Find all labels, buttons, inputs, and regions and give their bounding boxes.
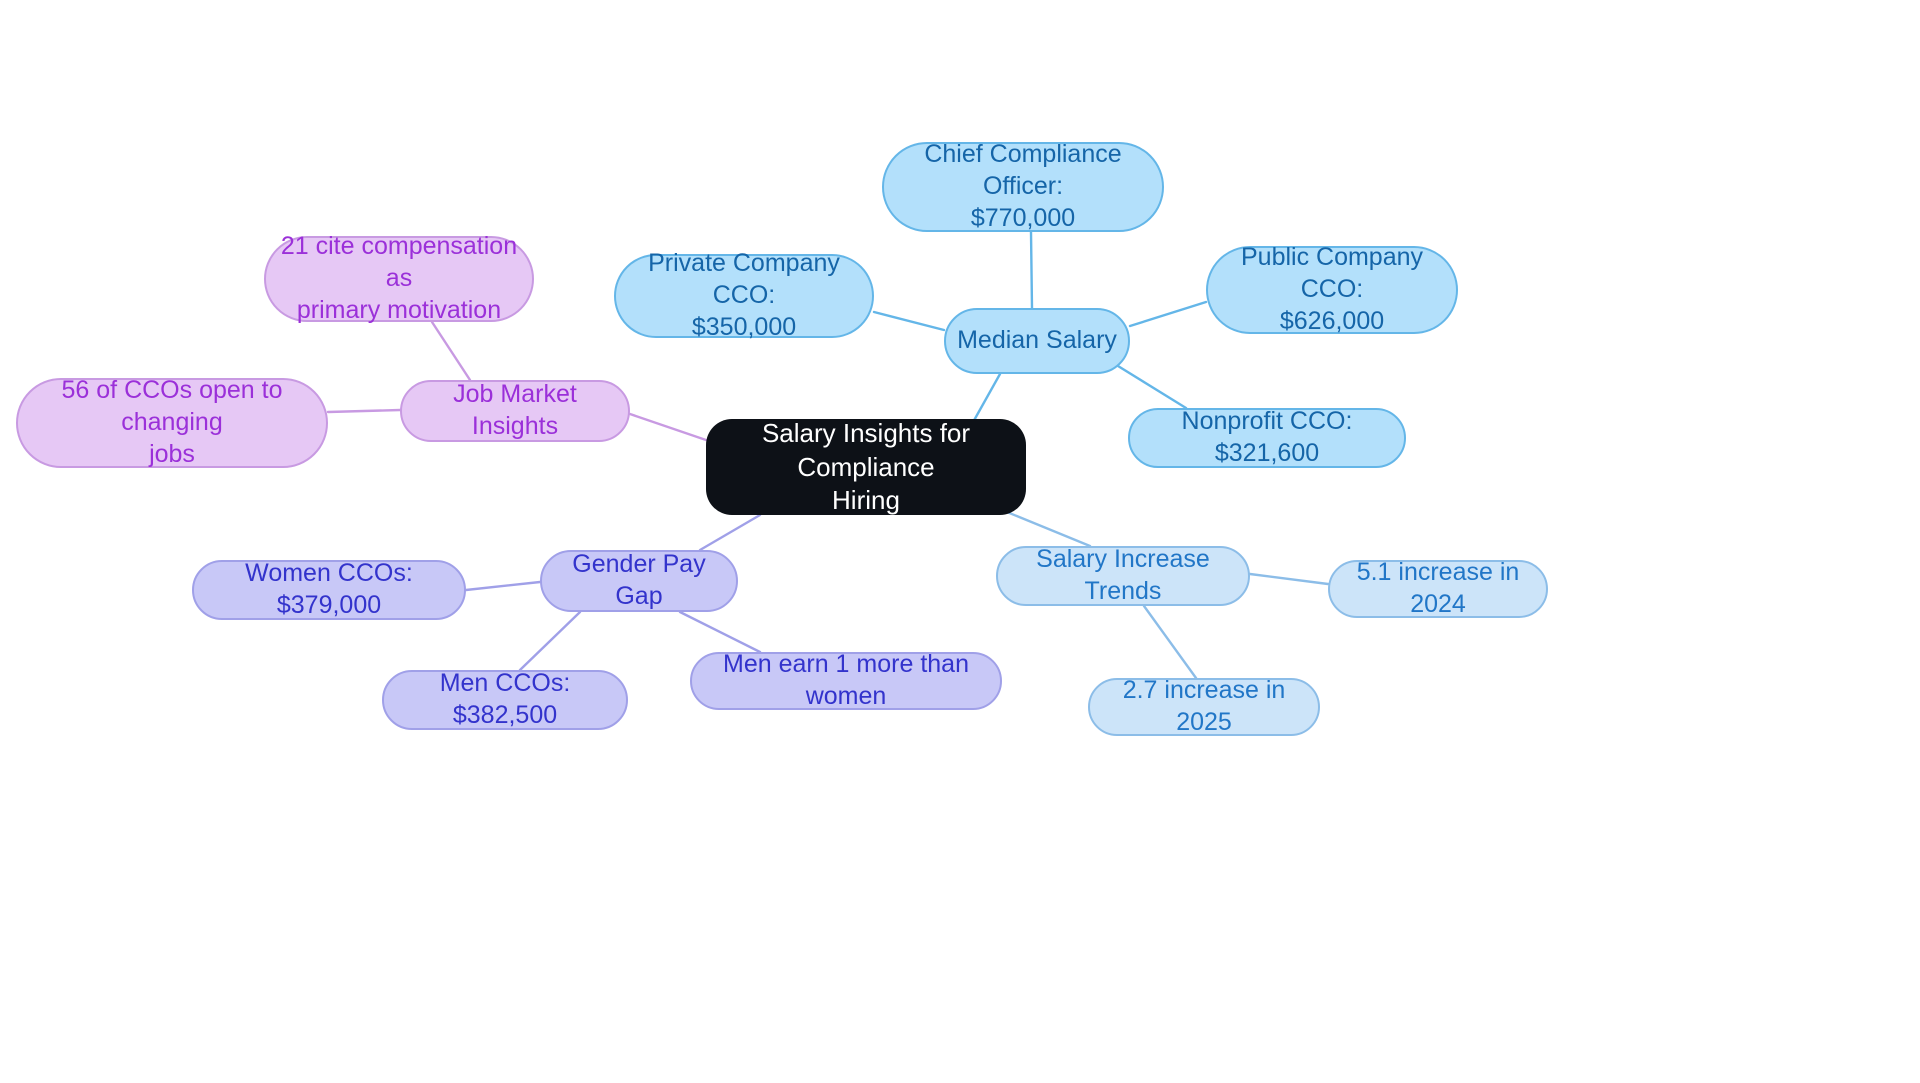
branch-node-median-salary[interactable]: Median Salary xyxy=(944,308,1130,374)
edge-median-salary-to-chief-compliance-officer xyxy=(1029,230,1034,310)
mindmap-root-node[interactable]: Salary Insights for Compliance Hiring xyxy=(706,418,1026,515)
edge-gender-pay-gap-to-women-ccos xyxy=(464,580,542,592)
leaf-node-open-to-changing-jobs[interactable]: 56 of CCOs open to changing jobs xyxy=(16,376,328,468)
leaf-node-men-ccos[interactable]: Men CCOs: $382,500 xyxy=(382,669,628,730)
leaf-node-public-company-cco[interactable]: Public Company CCO: $626,000 xyxy=(1206,243,1458,335)
edge-salary-increase-trends-to-increase-2024 xyxy=(1248,572,1330,586)
leaf-node-cite-compensation-motivation[interactable]: 21 cite compensation as primary motivati… xyxy=(264,232,534,324)
leaf-node-increase-2025[interactable]: 2.7 increase in 2025 xyxy=(1088,676,1320,736)
edge-root-to-job-market-insights xyxy=(628,412,708,442)
branch-node-job-market-insights[interactable]: Job Market Insights xyxy=(400,380,630,442)
edge-job-market-insights-to-cite-compensation-motivation xyxy=(430,320,472,382)
edge-median-salary-to-nonprofit-cco xyxy=(1116,364,1188,410)
edge-median-salary-to-public-company-cco xyxy=(1128,300,1208,328)
leaf-node-women-ccos[interactable]: Women CCOs: $379,000 xyxy=(192,559,466,620)
edge-job-market-insights-to-open-to-changing-jobs xyxy=(326,408,402,414)
edge-median-salary-to-private-company-cco xyxy=(872,310,946,332)
edge-gender-pay-gap-to-men-earn-more xyxy=(678,610,762,654)
edge-gender-pay-gap-to-men-ccos xyxy=(518,610,582,672)
leaf-node-men-earn-more[interactable]: Men earn 1 more than women xyxy=(690,650,1002,710)
leaf-node-private-company-cco[interactable]: Private Company CCO: $350,000 xyxy=(614,249,874,341)
edge-salary-increase-trends-to-increase-2025 xyxy=(1142,604,1198,680)
leaf-node-chief-compliance-officer[interactable]: Chief Compliance Officer: $770,000 xyxy=(882,140,1164,232)
branch-node-gender-pay-gap[interactable]: Gender Pay Gap xyxy=(540,550,738,612)
leaf-node-nonprofit-cco[interactable]: Nonprofit CCO: $321,600 xyxy=(1128,407,1406,468)
edge-root-to-gender-pay-gap xyxy=(698,513,762,552)
leaf-node-increase-2024[interactable]: 5.1 increase in 2024 xyxy=(1328,558,1548,618)
branch-node-salary-increase-trends[interactable]: Salary Increase Trends xyxy=(996,545,1250,606)
